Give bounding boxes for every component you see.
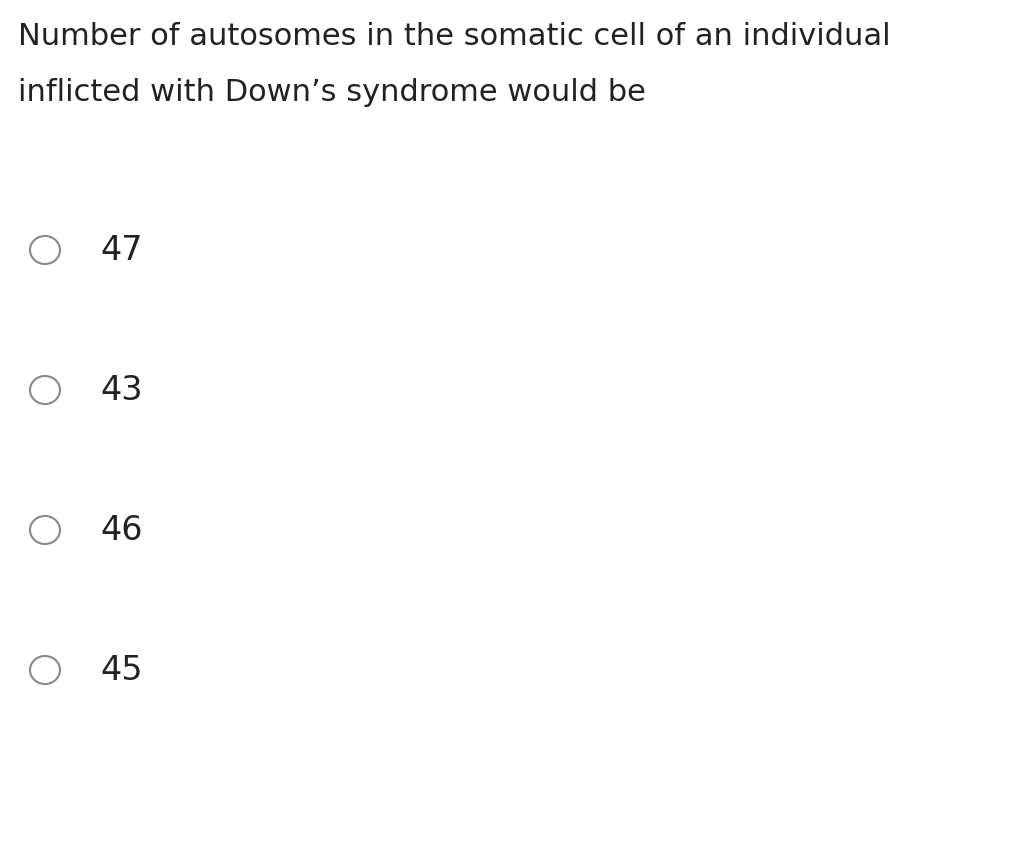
Text: 47: 47 [100, 234, 142, 267]
Text: 46: 46 [100, 513, 142, 547]
Text: Number of autosomes in the somatic cell of an individual: Number of autosomes in the somatic cell … [18, 22, 891, 51]
Text: 45: 45 [100, 653, 142, 686]
Text: 43: 43 [100, 374, 142, 407]
Text: inflicted with Down’s syndrome would be: inflicted with Down’s syndrome would be [18, 78, 646, 107]
